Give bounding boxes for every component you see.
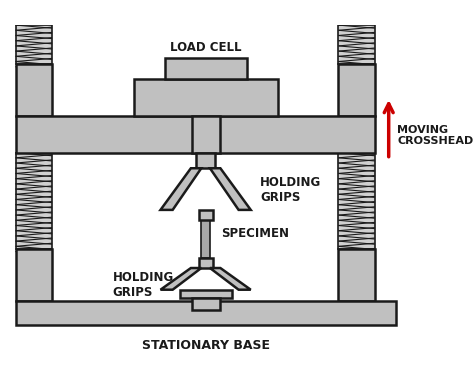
- Bar: [192, 298, 219, 310]
- Bar: [16, 25, 52, 64]
- Bar: [135, 79, 278, 116]
- Bar: [180, 290, 232, 298]
- Bar: [199, 258, 212, 268]
- Polygon shape: [210, 268, 251, 290]
- Bar: [16, 301, 396, 325]
- Bar: [165, 58, 247, 79]
- Bar: [16, 153, 52, 249]
- Polygon shape: [161, 268, 201, 290]
- Bar: [16, 64, 52, 116]
- Bar: [192, 116, 219, 153]
- Bar: [201, 220, 210, 258]
- Bar: [196, 153, 215, 168]
- Text: SPECIMEN: SPECIMEN: [221, 227, 289, 240]
- Bar: [16, 249, 52, 301]
- Text: STATIONARY BASE: STATIONARY BASE: [142, 339, 270, 352]
- Bar: [338, 25, 375, 64]
- Bar: [338, 249, 375, 301]
- Bar: [338, 64, 375, 116]
- Polygon shape: [161, 168, 201, 210]
- Text: HOLDING
GRIPS: HOLDING GRIPS: [260, 176, 321, 204]
- Bar: [338, 153, 375, 249]
- Bar: [16, 116, 375, 153]
- Bar: [199, 210, 212, 220]
- Polygon shape: [210, 168, 251, 210]
- Text: LOAD CELL: LOAD CELL: [170, 41, 241, 54]
- Text: HOLDING
GRIPS: HOLDING GRIPS: [113, 271, 174, 299]
- Text: MOVING
CROSSHEAD: MOVING CROSSHEAD: [397, 125, 474, 146]
